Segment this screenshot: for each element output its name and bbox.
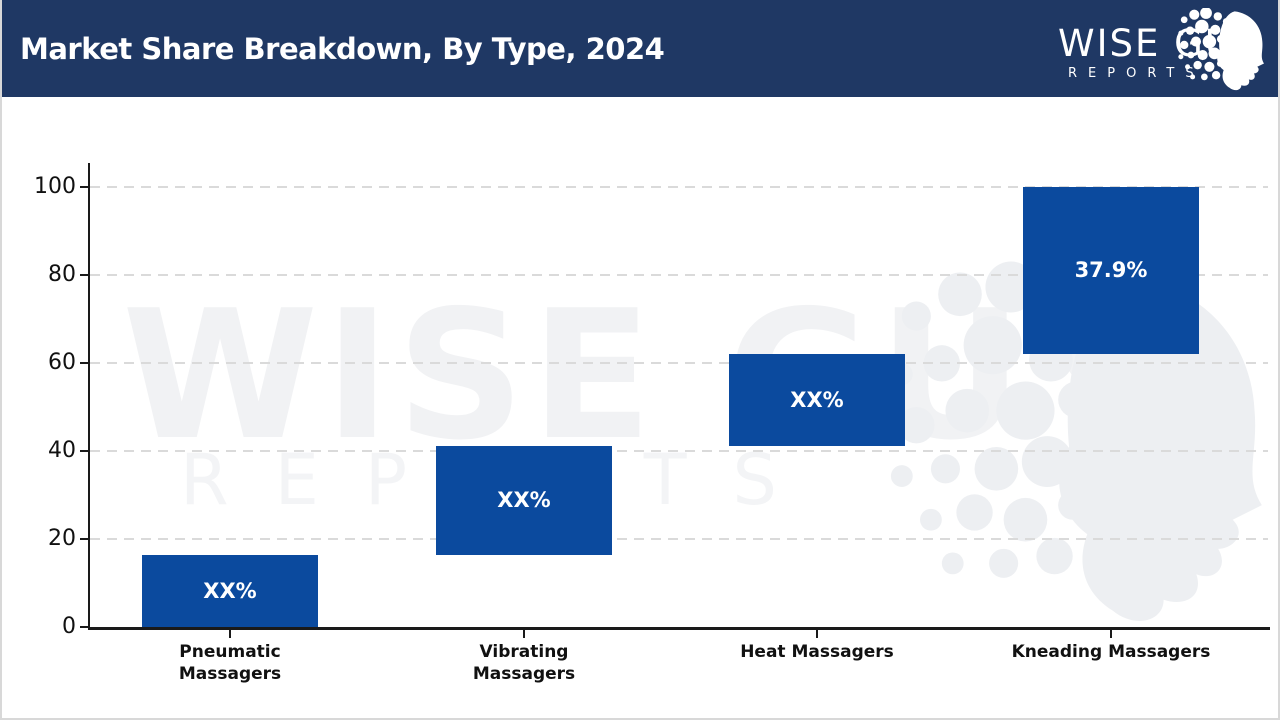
x-axis-label: Vibrating Massagers [374, 641, 674, 685]
gridline [90, 362, 1268, 364]
gridline [90, 450, 1268, 452]
x-axis-label-line: Heat Massagers [740, 642, 894, 662]
bar-kneading-massagers: 37.9% [1023, 187, 1199, 354]
dotted-head-icon [1178, 8, 1264, 91]
y-tick [80, 538, 88, 540]
y-axis-tick-label: 20 [48, 526, 76, 551]
x-axis-label-line: Kneading Massagers [1011, 642, 1211, 662]
x-tick [1110, 630, 1112, 638]
x-axis-label: Kneading Massagers [961, 641, 1261, 663]
bar-value-label: XX% [203, 578, 257, 603]
x-axis-label-line: Massagers [472, 664, 576, 684]
y-tick [80, 274, 88, 276]
x-axis-label-line: Vibrating [479, 642, 569, 662]
x-axis-label: Pneumatic Massagers [80, 641, 380, 685]
bar-vibrating-massagers: XX% [436, 445, 612, 555]
y-tick [80, 626, 88, 628]
x-axis-label-line: Pneumatic [179, 642, 281, 662]
y-axis-line [88, 163, 90, 630]
y-axis-tick-label: 100 [34, 174, 76, 199]
header: Market Share Breakdown, By Type, 2024 WI… [0, 0, 1280, 97]
y-tick [80, 450, 88, 452]
bar-value-label: 37.9% [1074, 258, 1148, 283]
page-title: Market Share Breakdown, By Type, 2024 [20, 31, 665, 66]
x-axis-line [88, 627, 1270, 630]
gridline [90, 186, 1268, 188]
x-tick [229, 630, 231, 638]
plot-region: 0 20 40 60 80 100 XX% Pneumatic Massagers XX% Vibr… [0, 97, 1280, 720]
x-tick [523, 630, 525, 638]
x-tick [816, 630, 818, 638]
bar-value-label: XX% [790, 387, 844, 412]
bar-value-label: XX% [497, 488, 551, 513]
logo-subtitle: REPORTS [1068, 66, 1205, 81]
bar-heat-massagers: XX% [729, 353, 905, 446]
y-tick [80, 186, 88, 188]
gridline [90, 538, 1268, 540]
y-axis-tick-label: 40 [48, 438, 76, 463]
bar-pneumatic-massagers: XX% [142, 554, 318, 627]
gridline [90, 274, 1268, 276]
y-axis-tick-label: 0 [62, 614, 76, 639]
y-axis-tick-label: 60 [48, 350, 76, 375]
wise-guy-reports-logo: WISE GUY REPORTS [1020, 4, 1270, 94]
y-axis-tick-label: 80 [48, 262, 76, 287]
watermark-text-wise-guy: WISE GUY [122, 272, 1164, 479]
x-axis-label: Heat Massagers [667, 641, 967, 663]
chart-canvas: WISE GUY REPORTS 020406080100XX%Pneumati… [0, 97, 1280, 720]
y-tick [80, 362, 88, 364]
x-axis-label-line: Massagers [178, 664, 282, 684]
